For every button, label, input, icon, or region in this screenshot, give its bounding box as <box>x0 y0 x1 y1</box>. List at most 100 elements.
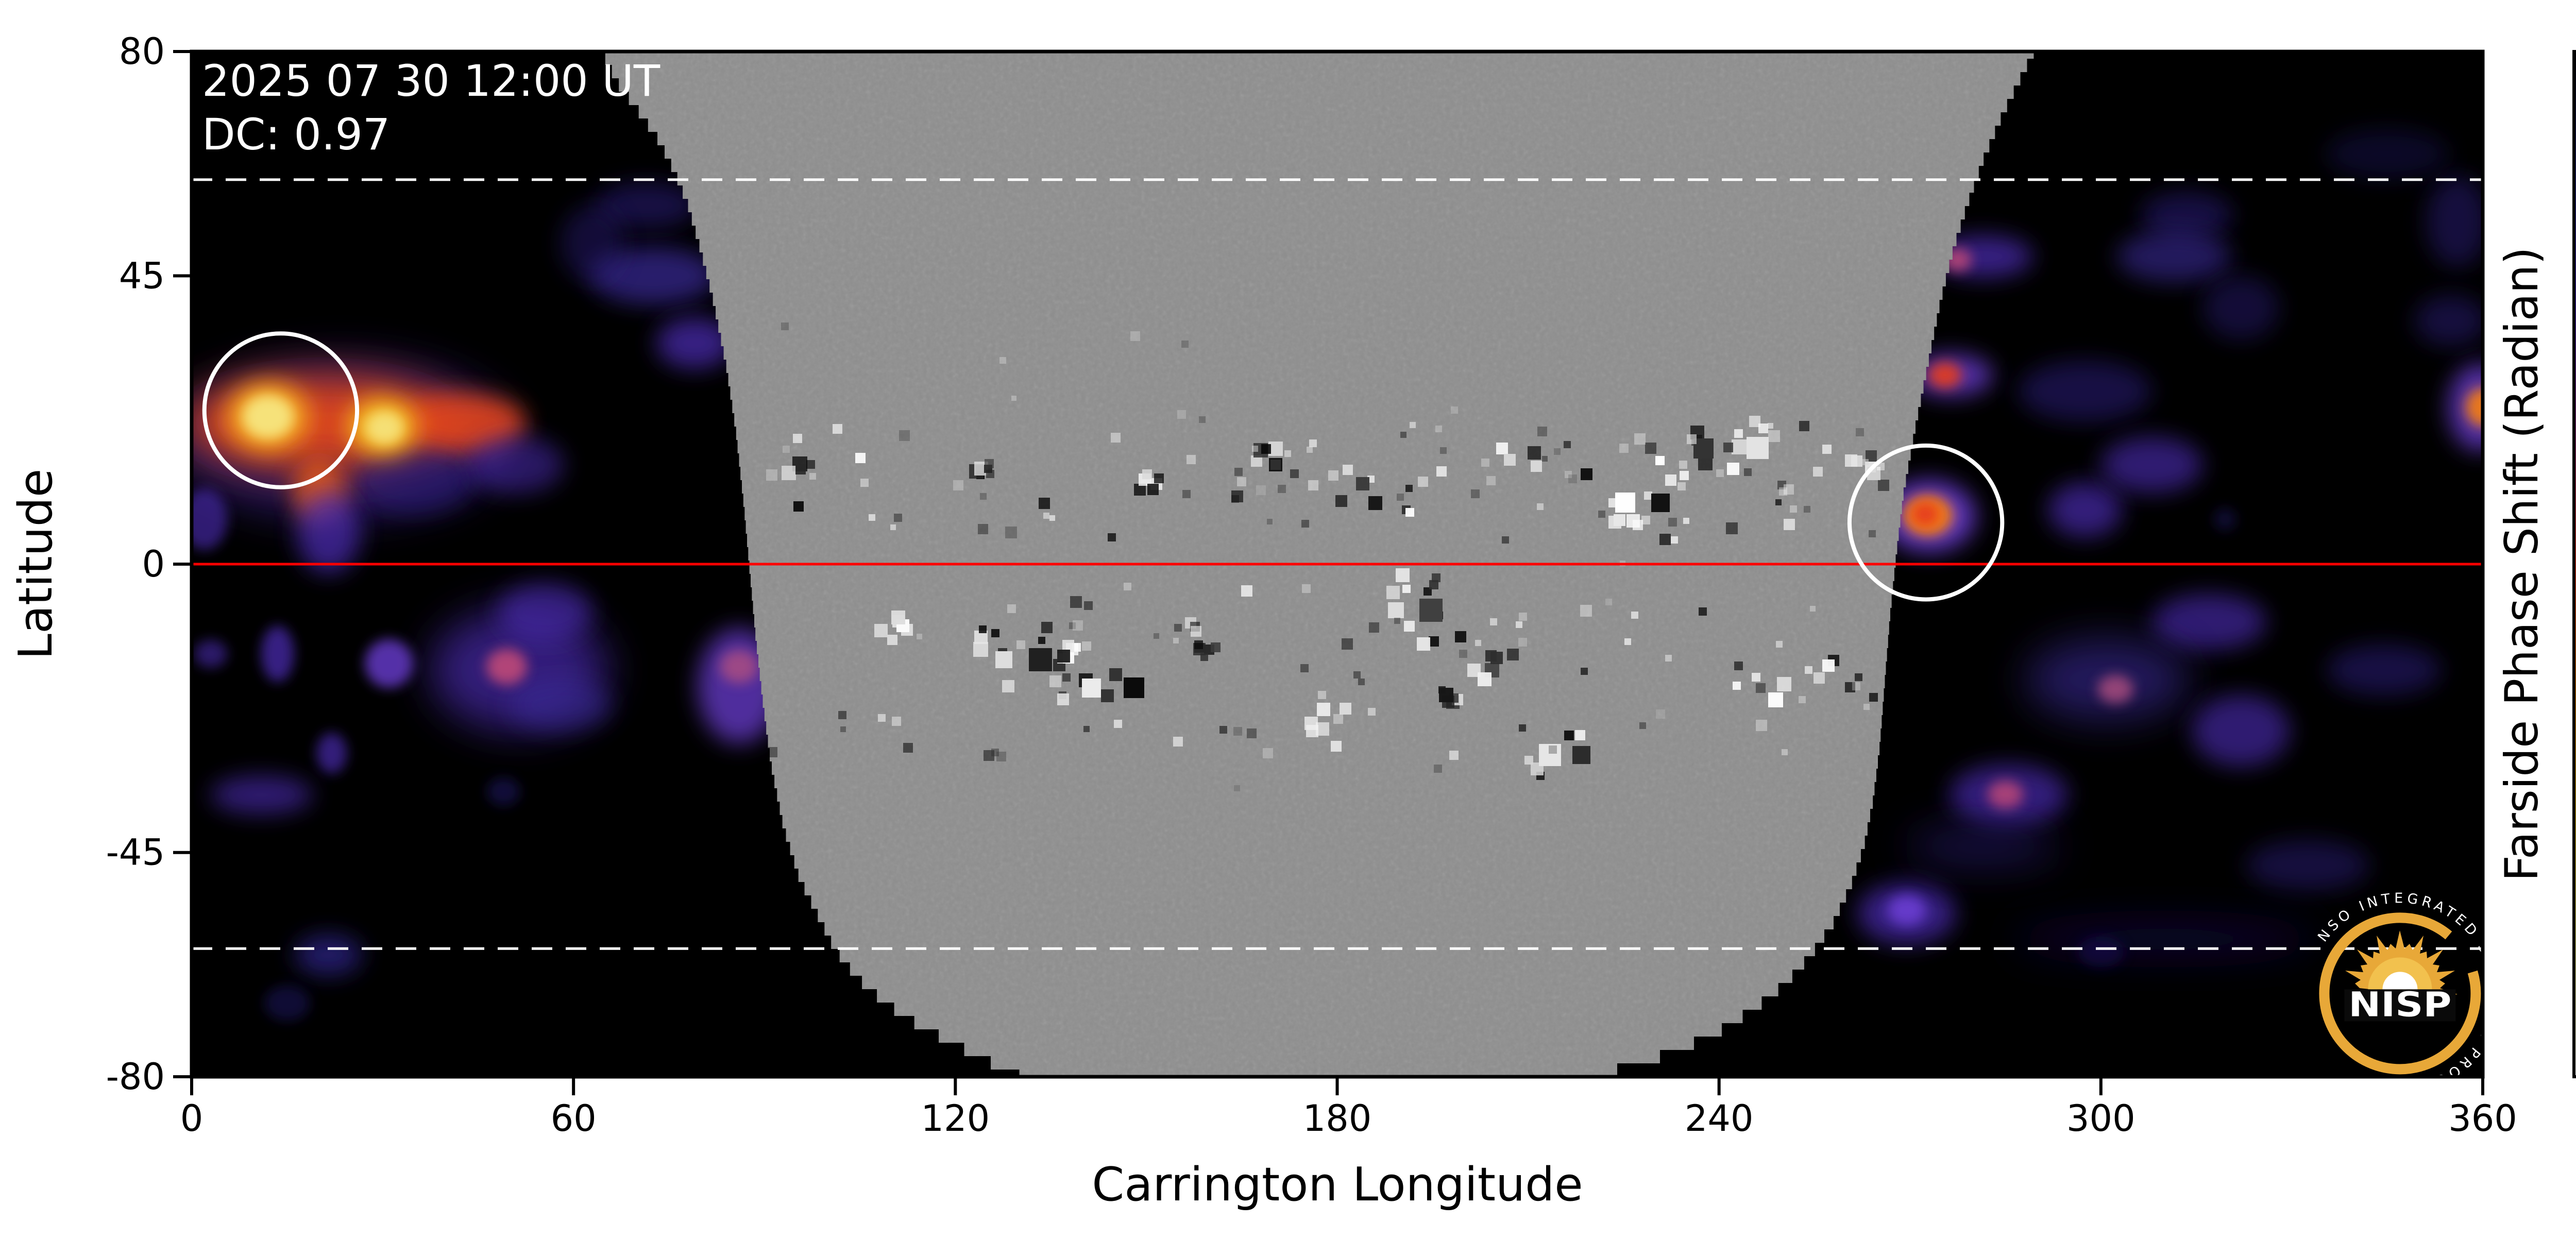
farside-blob <box>2192 694 2290 767</box>
magnetogram-speck <box>1481 459 1489 467</box>
magnetogram-speck <box>1284 450 1291 457</box>
magnetogram-speck <box>1727 463 1739 475</box>
magnetogram-speck <box>1247 728 1257 738</box>
magnetogram-speck <box>1581 668 1588 675</box>
farside-blob <box>656 317 733 369</box>
magnetogram-speck <box>1777 677 1791 691</box>
farside-blob <box>194 639 228 668</box>
magnetogram-speck <box>894 514 902 522</box>
magnetogram-speck <box>1615 493 1635 513</box>
magnetogram-speck <box>1101 689 1114 702</box>
magnetogram-speck <box>1475 640 1481 646</box>
magnetogram-speck <box>1256 485 1266 495</box>
magnetogram-speck <box>1251 455 1262 467</box>
magnetogram-speck <box>1335 495 1347 507</box>
magnetogram-speck <box>953 480 963 490</box>
farside-blob <box>2048 482 2122 537</box>
magnetogram-speck <box>1062 673 1071 682</box>
magnetogram-speck <box>1306 725 1318 737</box>
magnetogram-speck <box>1434 765 1442 773</box>
magnetogram-speck <box>1154 473 1164 483</box>
highlight-circles <box>202 331 2005 602</box>
magnetogram-speck <box>1043 513 1049 519</box>
farside-colorbar: −0.050−0.075−0.100−0.125−0.150−0.175−0.2… <box>2495 50 2576 1078</box>
magnetogram-speck <box>1679 461 1687 469</box>
magnetogram-speck <box>1011 396 1016 401</box>
magnetogram-speck <box>1863 704 1870 710</box>
magnetogram-speck <box>1665 655 1672 662</box>
farside-blob <box>2327 644 2442 696</box>
magnetogram-speck <box>1726 522 1738 534</box>
magnetogram-speck <box>1124 677 1144 698</box>
magnetogram-speck <box>1261 444 1271 454</box>
magnetogram-speck <box>1490 652 1503 664</box>
magnetogram-speck <box>1187 455 1196 464</box>
magnetogram-speck <box>1747 437 1769 459</box>
magnetogram-speck <box>1356 477 1369 490</box>
magnetogram-speck <box>1417 637 1430 651</box>
duty-cycle-label: DC: 0.97 <box>202 109 390 160</box>
farside-blob <box>1987 781 2024 809</box>
magnetogram-speck <box>1869 693 1878 702</box>
magnetogram-speck <box>1564 441 1571 448</box>
magnetogram-speck <box>1805 666 1812 674</box>
magnetogram-speck <box>1651 494 1670 512</box>
magnetogram-speck <box>1358 679 1365 685</box>
magnetogram-speck <box>1328 470 1338 481</box>
x-tick-label: 360 <box>2448 1097 2517 1140</box>
magnetogram-speck <box>1436 466 1447 477</box>
farside-blob <box>296 490 361 574</box>
magnetogram-speck <box>1317 703 1330 716</box>
nisp-logo-ring <box>2319 912 2481 1075</box>
magnetogram-speck <box>1174 624 1182 632</box>
magnetogram-speck <box>1435 426 1442 432</box>
magnetogram-speck <box>1744 468 1752 476</box>
farside-blob <box>2202 276 2279 340</box>
magnetogram-speck <box>1418 477 1428 487</box>
magnetogram-speck <box>1683 518 1689 524</box>
farside-blob-layer <box>192 128 2483 1021</box>
farside-blob <box>365 639 413 688</box>
magnetogram-speck <box>1822 659 1835 672</box>
magnetogram-speck <box>1784 519 1795 530</box>
nisp-logo-band <box>2344 989 2456 1022</box>
y-tick-label: 80 <box>119 30 165 73</box>
magnetogram-speck <box>1459 650 1467 658</box>
magnetogram-speck <box>1029 648 1052 671</box>
magnetogram-speck <box>1580 605 1592 617</box>
highlight-circle <box>202 331 360 489</box>
magnetogram-speck <box>1814 672 1825 684</box>
magnetogram-speck <box>1177 410 1186 419</box>
magnetogram-speck <box>1237 477 1246 486</box>
magnetogram-speck <box>979 625 987 633</box>
magnetogram-speck <box>766 469 777 481</box>
magnetogram-speck <box>1799 696 1806 703</box>
magnetogram-speck <box>1016 640 1025 649</box>
magnetogram-speck <box>1486 476 1496 485</box>
magnetogram-speck <box>783 446 790 453</box>
magnetogram-speck <box>1671 536 1678 544</box>
farside-blob <box>398 394 526 453</box>
magnetogram-speck <box>1231 490 1243 502</box>
magnetogram-speck <box>1368 708 1376 716</box>
magnetogram-speck <box>860 479 869 487</box>
magnetogram-speck <box>1400 432 1406 438</box>
magnetogram-speck <box>1084 601 1093 610</box>
magnetogram-speck <box>1878 480 1889 491</box>
magnetogram-speck <box>1478 672 1492 686</box>
farside-blob <box>1907 825 2060 867</box>
farside-blob <box>2100 436 2203 493</box>
magnetogram-speck <box>1633 520 1643 530</box>
magnetogram-speck <box>1502 536 1509 544</box>
farside-blob <box>264 985 310 1021</box>
farside-blob <box>242 395 294 439</box>
x-tick-label: 180 <box>1303 1097 1372 1140</box>
magnetogram-speck <box>1124 583 1131 590</box>
magnetogram-speck <box>1734 429 1743 438</box>
magnetogram-speck <box>1768 423 1773 429</box>
magnetogram-speck <box>1537 427 1547 436</box>
magnetogram-speck <box>1267 519 1273 524</box>
magnetogram-speck <box>1353 671 1361 679</box>
